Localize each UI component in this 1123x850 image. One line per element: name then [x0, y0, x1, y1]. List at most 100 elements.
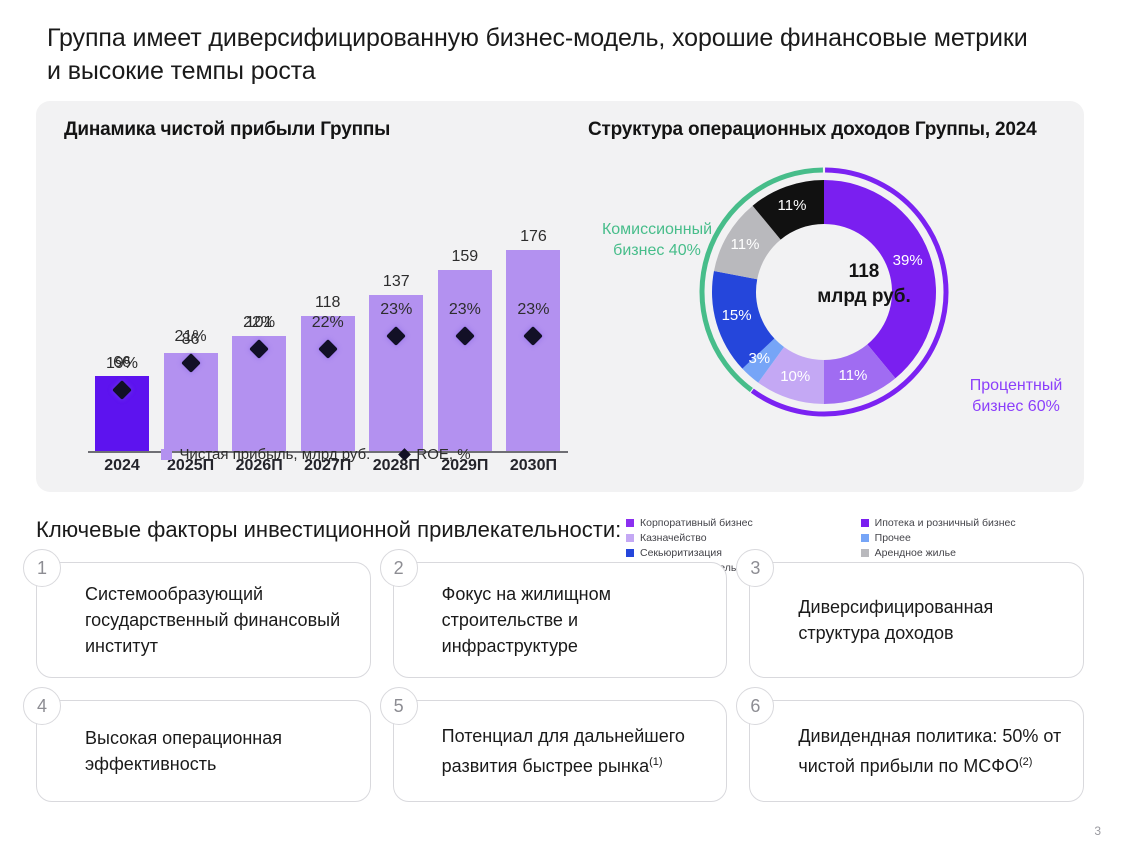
commission-label-line2: бизнес 40% — [613, 242, 701, 259]
donut-slice-label: 10% — [780, 367, 811, 385]
square-swatch-icon — [626, 534, 634, 542]
donut-legend-row: Ипотека и розничный бизнес — [860, 517, 1016, 529]
legend-label-net-profit: Чистая прибыль, млрд руб. — [179, 446, 371, 463]
charts-panel: Динамика чистой прибыли Группы 66 19% 86 21… — [36, 101, 1084, 574]
bar-chart-title: Динамика чистой прибыли Группы — [64, 119, 391, 140]
donut-legend-row: Арендное жилье — [860, 547, 1016, 559]
factor-card[interactable]: 4 Высокая операционная эффективность — [23, 687, 371, 802]
donut-center-unit: млрд руб. — [817, 286, 911, 307]
bar-x-label: 2029П — [441, 457, 489, 474]
bar-x-label: 2024 — [104, 457, 140, 474]
page-number: 3 — [1094, 824, 1101, 838]
donut-slice-label: 39% — [892, 251, 923, 269]
footnote-marker: (1) — [649, 756, 663, 768]
square-swatch-icon — [626, 519, 634, 527]
footnote-marker: (2) — [1018, 756, 1033, 768]
bar-column: 118 22% — [294, 161, 362, 451]
factor-card-text: Диверсифицированная структура доходов — [798, 597, 994, 643]
interest-label-line2: бизнес 60% — [972, 398, 1060, 415]
bar-rect — [369, 294, 424, 451]
donut-slice — [758, 347, 824, 404]
donut-legend-label: Арендное жилье — [874, 547, 956, 559]
card-row-bottom: 4 Высокая операционная эффективность 5 Поте… — [23, 687, 1085, 802]
donut-slice — [824, 180, 936, 379]
donut-slice-label: 11% — [838, 366, 868, 384]
operating-income-donut-chart: 118 млрд руб. Комиссионный бизнес 40% Пр… — [564, 147, 1084, 437]
key-factors-heading: Ключевые факторы инвестиционной привлека… — [36, 517, 622, 542]
bar-value-label: 137 — [382, 272, 410, 290]
factor-card[interactable]: 2 Фокус на жилищном строительстве и инфра… — [379, 549, 728, 678]
donut-slice — [713, 205, 781, 280]
roe-value-label: 23% — [517, 300, 550, 318]
factor-card[interactable]: 3 Диверсифицированная структура доходов — [736, 549, 1085, 678]
donut-group-arc — [750, 167, 949, 417]
bar-x-axis-labels: 2024 2025П 2026П 2027П 2028П 2029П 2030П — [88, 457, 568, 485]
bar-x-label: 2025П — [167, 457, 215, 474]
factor-card-text: Потенциал для дальнейшего развития быстр… — [441, 726, 685, 776]
page-title: Группа имеет диверсифицированную бизнес-… — [47, 24, 1028, 85]
bar-rect — [437, 269, 492, 451]
donut-svg — [699, 167, 949, 417]
diamond-swatch-icon — [398, 448, 412, 461]
donut-legend-label: Казначейство — [640, 532, 707, 544]
bar-rect — [506, 250, 561, 451]
donut-legend-label: Корпоративный бизнес — [640, 517, 753, 529]
bar-value-label: 66 — [113, 353, 131, 371]
donut-slice — [712, 271, 775, 369]
donut-legend-label: Секьюритизация — [640, 547, 722, 559]
donut-group-arc — [699, 167, 823, 393]
key-factors-cards: 1 Системообразующий государственный финан… — [23, 549, 1085, 824]
bar-column: 66 19% — [88, 161, 156, 451]
net-profit-bar-chart: 66 19% 86 21% 101 22% 118 22% 137 23% 159 23% 176 23%… — [56, 161, 576, 491]
factor-card-number: 2 — [379, 549, 418, 587]
roe-value-label: 22% — [311, 314, 344, 332]
donut-slice-label: 11% — [730, 236, 760, 254]
roe-value-label: 23% — [448, 300, 481, 318]
roe-value-label: 22% — [243, 314, 276, 332]
factor-card-number: 6 — [736, 687, 775, 725]
legend-entry-net-profit: Чистая прибыль, млрд руб. — [161, 446, 370, 463]
bar-axis-line — [88, 451, 568, 453]
square-swatch-icon — [860, 549, 869, 557]
donut-legend-row: Прочее — [860, 532, 1016, 544]
factor-card-text: Фокус на жилищном строительстве и инфрас… — [441, 584, 611, 656]
factor-card-text: Дивидендная политика: 50% от чистой приб… — [798, 726, 1062, 776]
bar-rect — [300, 316, 355, 451]
factor-card-number: 5 — [379, 687, 418, 725]
bar-x-label: 2028П — [372, 457, 420, 474]
interest-label-line1: Процентный — [969, 377, 1063, 394]
donut-legend-label: Прочее — [874, 532, 911, 544]
bar-x-label: 2030П — [509, 457, 557, 474]
bar-column: 137 23% — [362, 161, 430, 451]
square-swatch-icon — [626, 549, 634, 557]
bar-value-label: 86 — [181, 330, 200, 348]
roe-value-label: 23% — [380, 300, 413, 318]
factor-card[interactable]: 1 Системообразующий государственный финан… — [23, 549, 371, 678]
factor-card-text: Высокая операционная эффективность — [85, 728, 282, 774]
roe-value-label: 19% — [105, 355, 139, 373]
square-swatch-icon — [161, 449, 173, 460]
donut-center-label: 118 млрд руб. — [804, 259, 924, 309]
donut-center-value: 118 — [848, 261, 880, 282]
donut-legend-row: Казначейство — [626, 532, 801, 544]
roe-value-label: 21% — [174, 328, 207, 345]
commission-business-label: Комиссионный бизнес 40% — [586, 219, 728, 261]
card-row-top: 1 Системообразующий государственный финан… — [23, 549, 1085, 678]
donut-legend-label: Ипотека и розничный бизнес — [874, 517, 1016, 529]
donut-slice — [752, 180, 824, 240]
legend-label-roe: ROE, % — [416, 446, 471, 463]
bar-value-label: 159 — [451, 247, 479, 265]
donut-chart-title: Структура операционных доходов Группы, 2… — [588, 119, 1037, 140]
factor-card-number: 4 — [23, 687, 61, 725]
bar-column: 101 22% — [225, 161, 293, 451]
bar-plot-area: 66 19% 86 21% 101 22% 118 22% 137 23% 159 23% 176 23% — [88, 161, 568, 451]
bar-column: 86 21% — [157, 161, 225, 451]
factor-card-text: Системообразующий государственный финанс… — [85, 584, 341, 656]
factor-card[interactable]: 6 Дивидендная политика: 50% от чистой при… — [736, 687, 1085, 802]
donut-slice-label: 3% — [748, 349, 771, 367]
bar-value-label: 176 — [520, 228, 547, 246]
bar-value-label: 101 — [245, 313, 273, 331]
factor-card-number: 1 — [23, 549, 61, 587]
bar-chart-legend: Чистая прибыль, млрд руб. ROE, % — [56, 446, 576, 463]
factor-card[interactable]: 5 Потенциал для дальнейшего развития быст… — [379, 687, 728, 802]
